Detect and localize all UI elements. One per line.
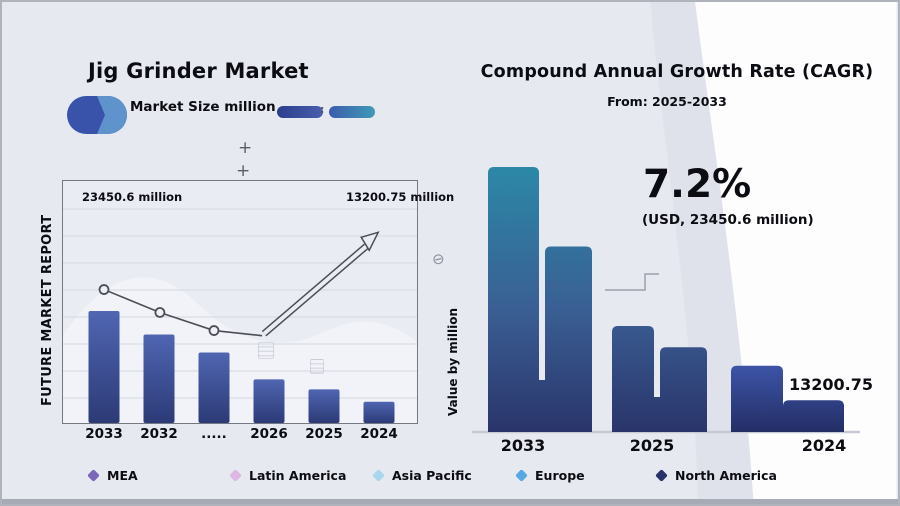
left-x-label-1: 2032 [140,426,178,442]
right-x-label-1: 2025 [629,436,675,455]
legend-label: MEA [107,468,138,483]
table-watermark-icon [310,359,324,374]
market-bar-2025 [308,389,340,423]
trend-marker [208,325,220,336]
trend-marker [154,307,166,318]
gradient-pill-left [277,106,323,118]
page-title: Jig Grinder Market [88,59,309,83]
market-bar-..... [198,352,230,423]
cagr-callout-value: 13200.75 [789,375,874,394]
legend-diamond-icon [655,469,668,482]
legend-label: Asia Pacific [392,468,472,483]
cagr-chart-x-axis: 2033 2025 2024 [2,436,898,456]
trend-line [103,288,263,337]
background-band [650,2,758,504]
table-watermark-icon [258,342,274,359]
cagr-value: 7.2% [643,162,752,207]
left-x-label-0: 2033 [85,426,123,442]
trend-marker [98,284,110,295]
legend-item-europe: Europe [515,468,585,483]
legend-diamond-icon [229,469,242,482]
market-bar-2032 [143,334,175,423]
cagr-title: Compound Annual Growth Rate (CAGR) [480,62,874,82]
cagr-bar-left-2024 [731,365,783,432]
bottom-edge-strip [2,499,898,504]
market-size-label: Market Size million [130,99,276,115]
right-x-label-0: 2033 [500,436,546,455]
cagr-chart [472,167,860,434]
chart-start-value: 23450.6 million [82,190,183,204]
legend-item-north-america: North America [655,468,777,483]
left-chart-x-axis: 2033 2032..... 2026 2025 2024 [2,426,462,444]
cagr-subtitle: From: 2025-2033 [607,94,727,109]
cagr-bar-left-2033 [488,167,539,432]
left-x-label-3: 2026 [250,426,288,442]
left-x-label-5: 2024 [360,426,398,442]
plus-mark: + [238,138,253,158]
cagr-value-detail: (USD, 23450.6 million) [642,212,814,228]
cagr-bar-right-2024 [783,400,844,432]
pill-separator: : [320,103,325,116]
left-watermark-label: FUTURE MARKET REPORT [40,214,55,406]
legend-item-latin-america: Latin America [229,468,347,483]
legend-diamond-icon [372,469,385,482]
step-bracket-decor [605,273,659,291]
legend-item-asia-pacific: Asia Pacific [372,468,472,483]
cagr-bar-right-2025 [660,347,707,432]
market-bar-2026 [253,379,285,423]
left-x-label-2: ..... [201,426,227,442]
left-x-label-4: 2025 [305,426,343,442]
market-bar-2024 [363,401,395,423]
market-bar-2033 [88,311,120,423]
right-x-label-2: 2024 [801,436,847,455]
trend-arrow-head [360,231,380,252]
market-size-icon [67,96,127,134]
legend-label: Latin America [249,468,347,483]
y-axis-label: Value by million [446,307,460,416]
legend-label: North America [675,468,777,483]
cagr-bar-right-2033 [545,246,592,432]
legend-item-mea: MEA [87,468,138,483]
market-size-chart [62,180,418,424]
gradient-pill-right [329,106,375,118]
legend-diamond-icon [515,469,528,482]
chart-end-value: 13200.75 million [346,190,455,204]
legend-label: Europe [535,468,585,483]
plus-mark: + [236,161,251,181]
legend-diamond-icon [87,469,100,482]
cagr-bar-left-2025 [612,326,654,432]
legend: MEA Latin America Asia Pacific Europe North … [2,468,898,488]
